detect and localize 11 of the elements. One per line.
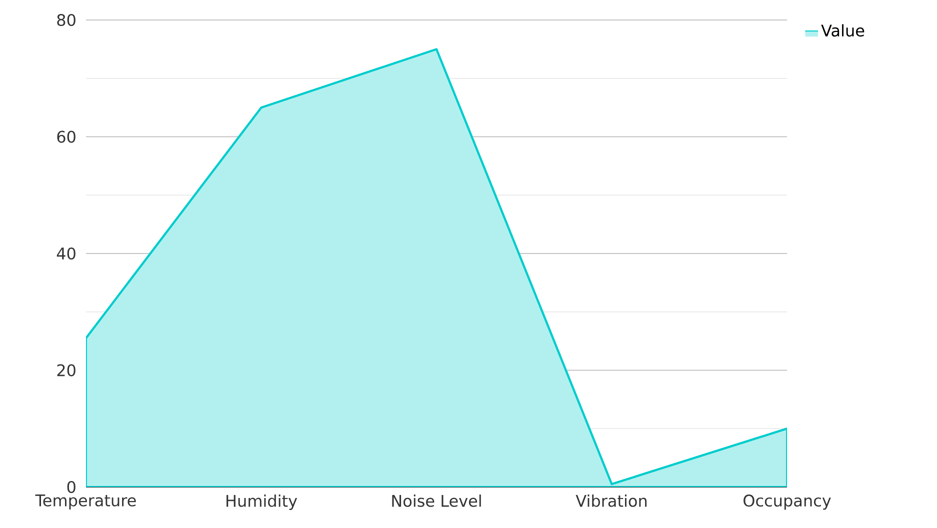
legend-label: Value <box>821 24 864 37</box>
x-tick-label: Occupancy <box>744 494 831 510</box>
x-tick-label: Noise Level <box>392 494 481 507</box>
x-tick-label: Temperature <box>35 494 136 510</box>
x-tick-label: Vibration <box>576 494 647 507</box>
x-tick-label: Humidity <box>226 494 298 510</box>
y-tick-label: 20 <box>57 364 76 376</box>
y-tick-label: 60 <box>57 130 76 143</box>
y-tick-label: 40 <box>56 247 76 260</box>
y-tick-label: 0 <box>67 480 76 494</box>
y-tick-label: 80 <box>57 14 76 26</box>
